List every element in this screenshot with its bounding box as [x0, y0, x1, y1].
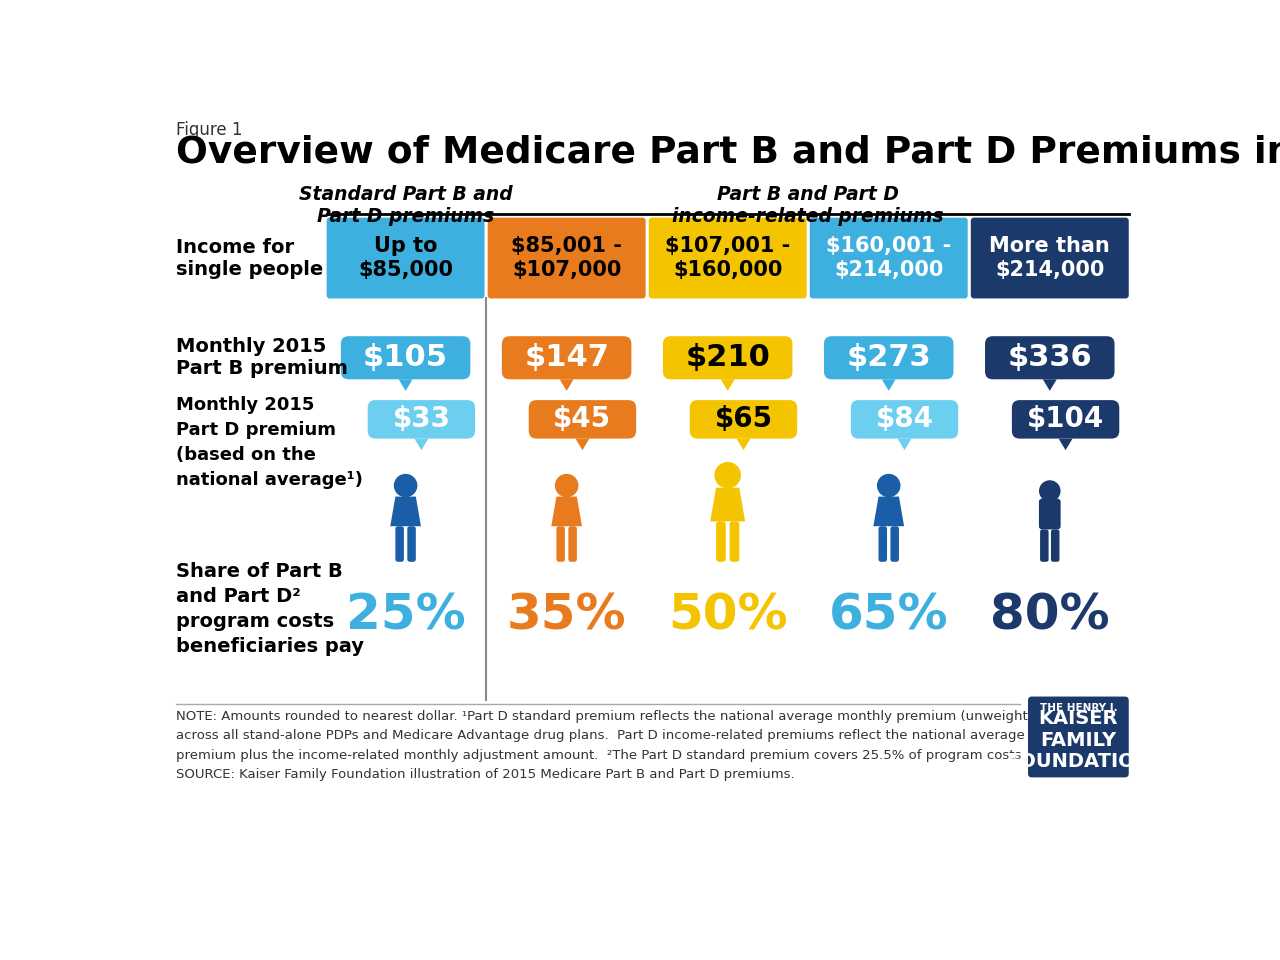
FancyBboxPatch shape	[730, 521, 740, 562]
Text: 65%: 65%	[829, 591, 948, 639]
FancyBboxPatch shape	[367, 400, 475, 439]
Text: Monthly 2015
Part D premium
(based on the
national average¹): Monthly 2015 Part D premium (based on th…	[175, 396, 362, 490]
Polygon shape	[721, 379, 735, 391]
FancyBboxPatch shape	[723, 480, 732, 488]
Polygon shape	[1043, 379, 1057, 391]
Polygon shape	[390, 496, 421, 526]
Polygon shape	[736, 439, 750, 450]
Text: 80%: 80%	[989, 591, 1110, 639]
Text: Income for
single people: Income for single people	[175, 237, 323, 278]
FancyBboxPatch shape	[970, 218, 1129, 299]
Polygon shape	[1059, 439, 1073, 450]
FancyBboxPatch shape	[886, 490, 892, 496]
Text: Figure 1: Figure 1	[175, 121, 242, 139]
FancyBboxPatch shape	[563, 490, 570, 496]
Polygon shape	[398, 379, 412, 391]
Text: $336: $336	[1007, 344, 1092, 372]
Text: $104: $104	[1027, 405, 1105, 433]
Text: $45: $45	[553, 405, 612, 433]
Circle shape	[556, 474, 577, 496]
Polygon shape	[897, 439, 911, 450]
FancyBboxPatch shape	[568, 526, 577, 562]
FancyBboxPatch shape	[810, 218, 968, 299]
Text: Part B and Part D
income-related premiums: Part B and Part D income-related premium…	[672, 184, 945, 226]
FancyBboxPatch shape	[690, 400, 797, 439]
Text: $65: $65	[714, 405, 773, 433]
FancyBboxPatch shape	[1028, 697, 1129, 778]
FancyBboxPatch shape	[1041, 530, 1048, 562]
FancyBboxPatch shape	[557, 526, 564, 562]
FancyBboxPatch shape	[326, 218, 485, 299]
Circle shape	[716, 463, 740, 488]
Text: $147: $147	[525, 344, 609, 372]
FancyBboxPatch shape	[986, 336, 1115, 379]
FancyBboxPatch shape	[502, 336, 631, 379]
FancyBboxPatch shape	[851, 400, 959, 439]
FancyBboxPatch shape	[891, 526, 899, 562]
Text: THE HENRY J.: THE HENRY J.	[1039, 703, 1117, 712]
FancyBboxPatch shape	[407, 526, 416, 562]
Text: $210: $210	[685, 344, 771, 372]
FancyBboxPatch shape	[488, 218, 645, 299]
Polygon shape	[552, 496, 582, 526]
FancyBboxPatch shape	[402, 490, 410, 496]
Polygon shape	[873, 496, 904, 526]
Text: 50%: 50%	[668, 591, 787, 639]
FancyBboxPatch shape	[1012, 400, 1119, 439]
Text: Standard Part B and
Part D premiums: Standard Part B and Part D premiums	[298, 184, 512, 226]
FancyBboxPatch shape	[396, 526, 404, 562]
FancyBboxPatch shape	[1051, 530, 1060, 562]
Text: $84: $84	[876, 405, 933, 433]
Text: 35%: 35%	[507, 591, 626, 639]
FancyBboxPatch shape	[824, 336, 954, 379]
Text: More than
$214,000: More than $214,000	[989, 236, 1110, 279]
Circle shape	[394, 474, 417, 496]
FancyBboxPatch shape	[663, 336, 792, 379]
Text: $33: $33	[393, 405, 451, 433]
FancyBboxPatch shape	[878, 526, 887, 562]
FancyBboxPatch shape	[529, 400, 636, 439]
Text: Monthly 2015
Part B premium: Monthly 2015 Part B premium	[175, 337, 347, 378]
Text: $273: $273	[846, 344, 931, 372]
Text: $85,001 -
$107,000: $85,001 - $107,000	[511, 236, 622, 279]
Text: $105: $105	[364, 344, 448, 372]
Polygon shape	[559, 379, 573, 391]
FancyBboxPatch shape	[1039, 498, 1061, 530]
Text: 25%: 25%	[346, 591, 466, 639]
Circle shape	[1039, 481, 1060, 501]
Text: KAISER
FAMILY
FOUNDATION: KAISER FAMILY FOUNDATION	[1006, 709, 1151, 771]
Polygon shape	[415, 439, 429, 450]
Text: $107,001 -
$160,000: $107,001 - $160,000	[666, 236, 790, 279]
FancyBboxPatch shape	[340, 336, 470, 379]
Polygon shape	[710, 488, 745, 521]
Text: Up to
$85,000: Up to $85,000	[358, 236, 453, 279]
Text: NOTE: Amounts rounded to nearest dollar. ¹Part D standard premium reflects the n: NOTE: Amounts rounded to nearest dollar.…	[175, 709, 1050, 781]
Polygon shape	[576, 439, 589, 450]
Text: Overview of Medicare Part B and Part D Premiums in 2015: Overview of Medicare Part B and Part D P…	[175, 134, 1280, 171]
Text: $160,001 -
$214,000: $160,001 - $214,000	[826, 236, 951, 279]
Text: Share of Part B
and Part D²
program costs
beneficiaries pay: Share of Part B and Part D² program cost…	[175, 562, 364, 656]
Polygon shape	[882, 379, 896, 391]
FancyBboxPatch shape	[649, 218, 806, 299]
Circle shape	[878, 474, 900, 496]
FancyBboxPatch shape	[716, 521, 726, 562]
